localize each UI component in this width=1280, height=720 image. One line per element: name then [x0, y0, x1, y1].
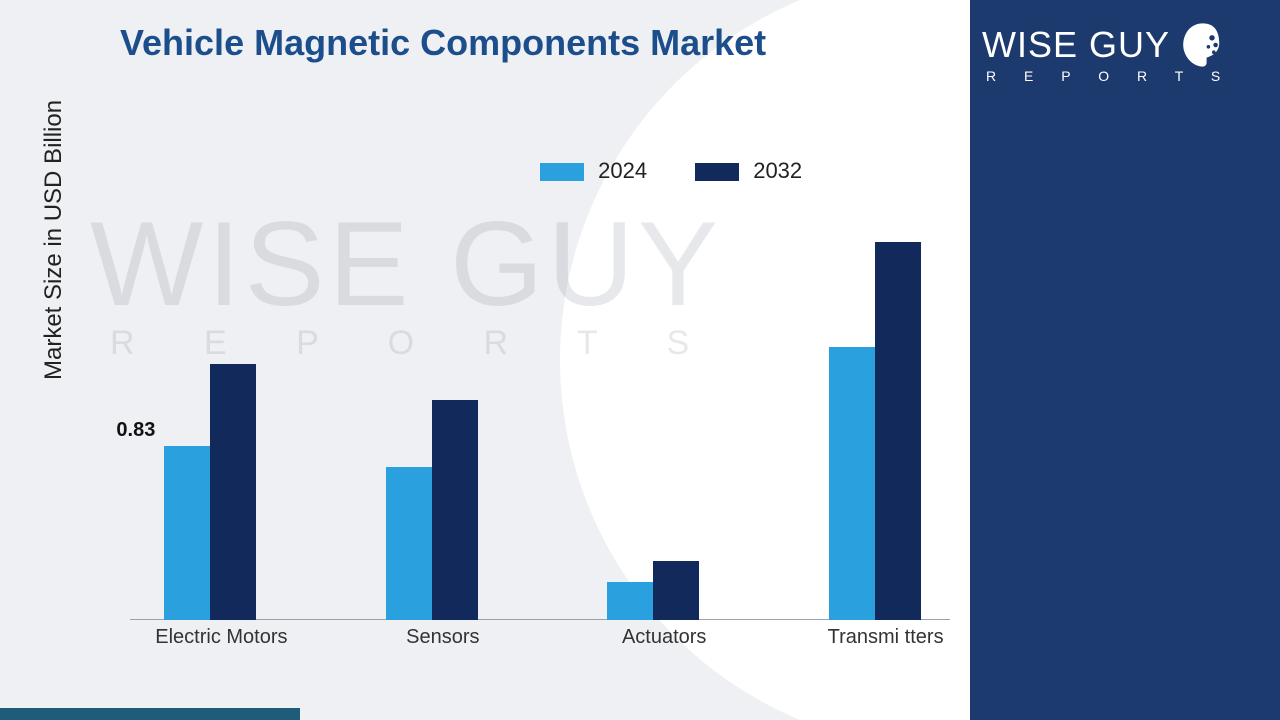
bar-2032 — [875, 242, 921, 620]
y-axis-label: Market Size in USD Billion — [40, 100, 68, 380]
legend: 2024 2032 — [540, 158, 802, 184]
chart-container: WISE GUY R E P O R T S WISE GUY R E P O … — [0, 0, 1280, 720]
bar-2032 — [210, 364, 256, 620]
bar-2032 — [653, 561, 699, 620]
brand-block: WISE GUY R E P O R T S — [982, 18, 1262, 84]
legend-swatch-2024 — [540, 163, 584, 181]
x-axis-label: Transmi tters — [811, 626, 961, 649]
brand-sub-text: R E P O R T S — [982, 68, 1262, 84]
x-axis-label: Sensors — [368, 626, 518, 649]
legend-item-2032: 2032 — [695, 158, 802, 184]
bar-value-label: 0.83 — [116, 419, 155, 442]
x-axis-label: Electric Motors — [146, 626, 296, 649]
bar-2024 — [164, 446, 210, 620]
legend-swatch-2032 — [695, 163, 739, 181]
bar-2024 — [607, 582, 653, 620]
bar-2024 — [386, 467, 432, 620]
brand-main-text: WISE GUY — [982, 24, 1170, 66]
x-axis-label: Actuators — [589, 626, 739, 649]
legend-item-2024: 2024 — [540, 158, 647, 184]
legend-label-2024: 2024 — [598, 158, 647, 183]
right-brand-panel — [970, 0, 1280, 720]
bar-2024 — [829, 347, 875, 620]
brand-main-row: WISE GUY — [982, 18, 1262, 72]
bottom-accent-strip — [0, 708, 300, 720]
plot-area: Electric Motors0.83SensorsActuatorsTrans… — [130, 200, 950, 620]
legend-label-2032: 2032 — [753, 158, 802, 183]
head-icon — [1176, 18, 1230, 72]
chart-title: Vehicle Magnetic Components Market — [120, 22, 766, 64]
bar-2032 — [432, 400, 478, 621]
